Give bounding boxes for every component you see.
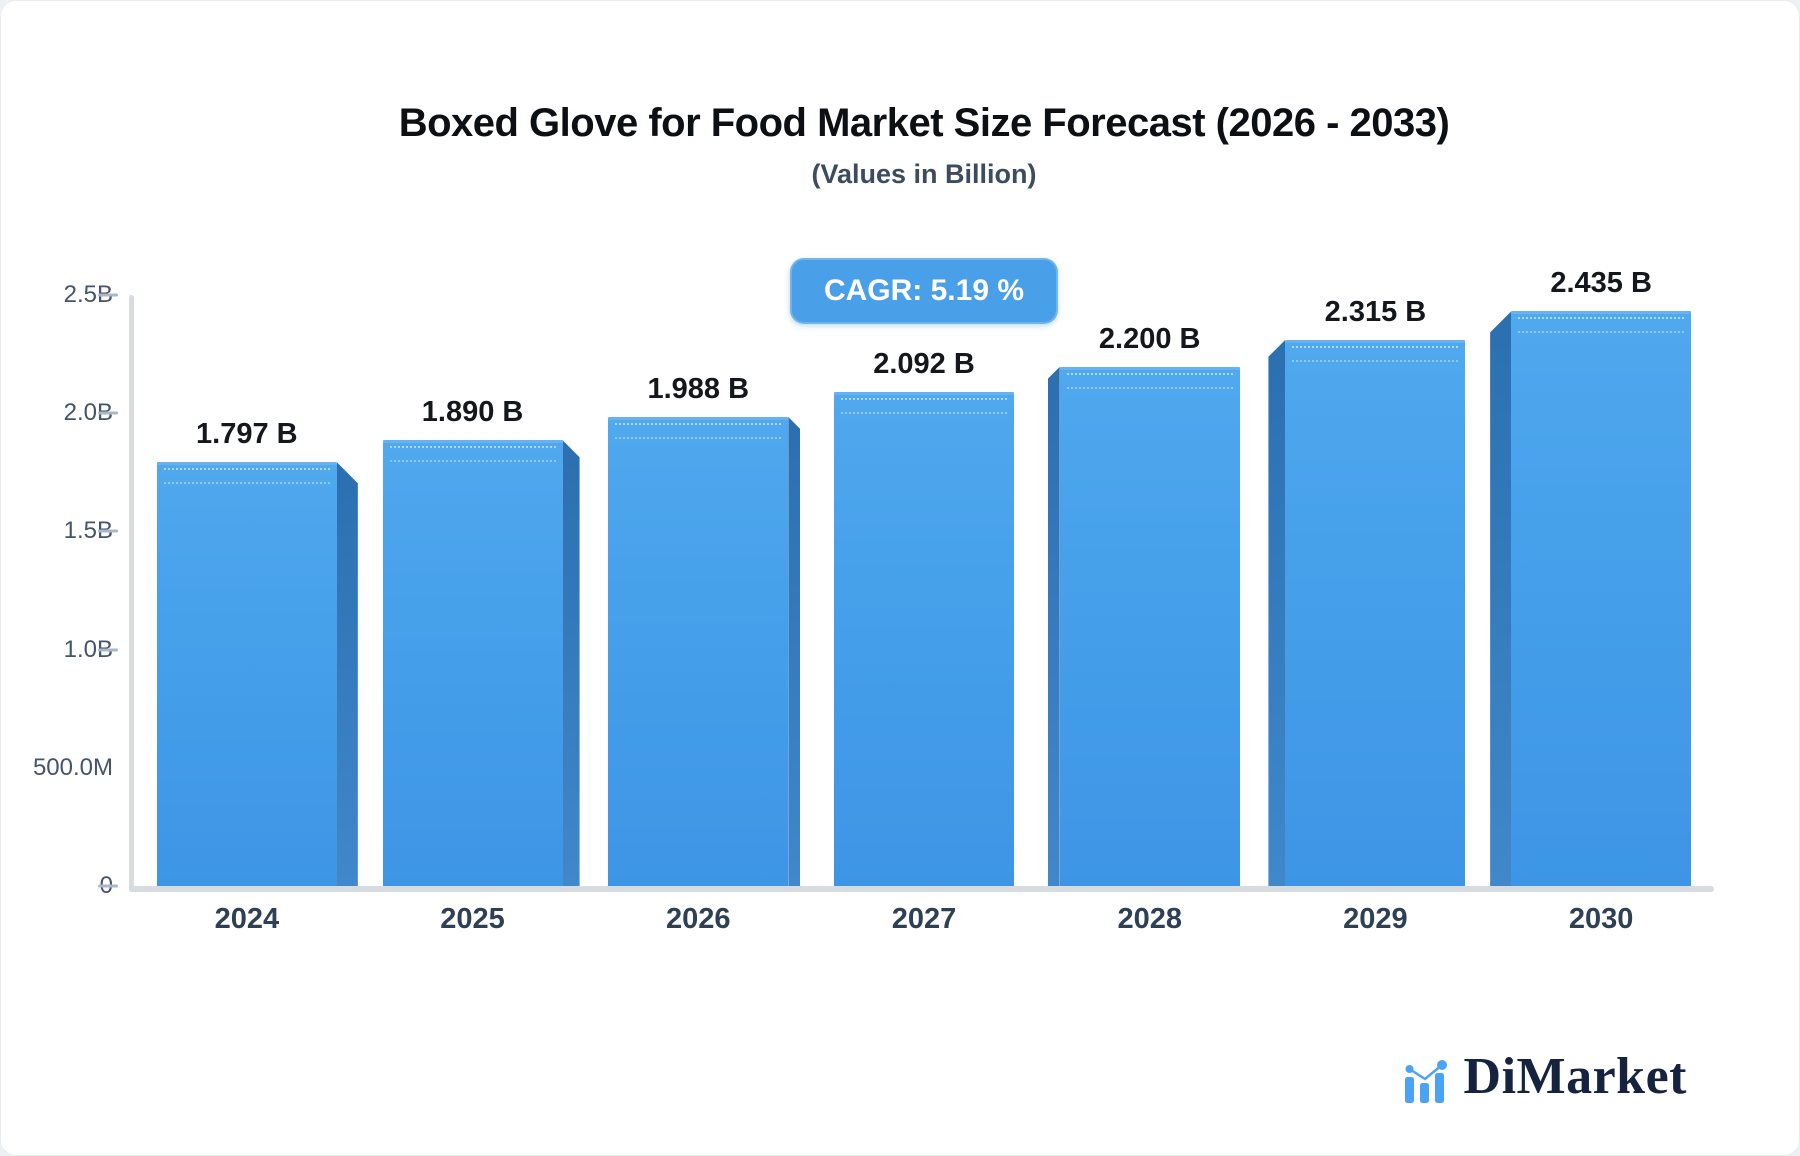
bar-2027[interactable]: 2.092 B bbox=[834, 348, 1014, 887]
bar-face-2026[interactable] bbox=[608, 417, 789, 887]
y-axis-tick-label: 500.0M bbox=[32, 753, 113, 781]
bar-side-3d bbox=[336, 462, 358, 887]
bar-2025[interactable]: 1.890 B bbox=[382, 396, 580, 887]
bar-side-3d bbox=[1490, 311, 1512, 887]
bar-texture bbox=[1292, 345, 1459, 362]
bar-side-3d bbox=[788, 417, 801, 887]
bar-value-label: 1.988 B bbox=[647, 373, 750, 406]
page-subtitle: (Values in Billion) bbox=[811, 159, 1037, 189]
y-axis-tick-label: 2.0B bbox=[63, 399, 113, 427]
x-axis-label: 2029 bbox=[1343, 903, 1408, 935]
x-axis-label: 2027 bbox=[891, 903, 957, 935]
x-axis-label: 2024 bbox=[214, 903, 280, 935]
chart-header: Boxed Glove for Food Market Size Forecas… bbox=[131, 99, 1717, 190]
y-axis-tick bbox=[98, 884, 118, 888]
bar-value-label: 1.797 B bbox=[196, 418, 298, 451]
cagr-badge-label: CAGR: 5.19 % bbox=[823, 274, 1025, 307]
bar-face-2030[interactable] bbox=[1511, 311, 1692, 887]
x-axis-label: 2028 bbox=[1117, 903, 1182, 935]
bar-face-2025[interactable] bbox=[382, 440, 563, 887]
y-axis-tick bbox=[98, 411, 118, 415]
bar-side-3d bbox=[1047, 366, 1060, 887]
bar-texture bbox=[615, 423, 782, 440]
bar-side-3d bbox=[1268, 339, 1286, 887]
bar-texture bbox=[389, 446, 556, 463]
y-axis-tick-label: 1.5B bbox=[63, 517, 113, 545]
bar-value-label: 2.092 B bbox=[873, 348, 975, 381]
bar-texture bbox=[1518, 317, 1685, 334]
bar-value-label: 2.315 B bbox=[1324, 295, 1427, 328]
bar-side-3d bbox=[562, 440, 580, 887]
bar-2026[interactable]: 1.988 B bbox=[608, 373, 801, 887]
x-axis-label: 2026 bbox=[666, 903, 731, 935]
bar-face-2024[interactable] bbox=[156, 462, 337, 887]
x-axis-label: 2025 bbox=[440, 903, 505, 935]
y-axis-line bbox=[129, 295, 134, 892]
dimarket-logo-icon bbox=[1404, 1060, 1447, 1103]
bar-2028[interactable]: 2.200 B bbox=[1047, 323, 1240, 887]
bar-2029[interactable]: 2.315 B bbox=[1268, 296, 1466, 887]
bar-value-label: 2.200 B bbox=[1098, 322, 1201, 355]
bar-face-2027[interactable] bbox=[834, 392, 1014, 887]
bar-texture bbox=[1066, 372, 1233, 389]
page-title: Boxed Glove for Food Market Size Forecas… bbox=[398, 101, 1450, 145]
bar-2024[interactable]: 1.797 B bbox=[156, 418, 358, 887]
bar-value-label: 2.435 B bbox=[1550, 267, 1652, 300]
bar-face-2028[interactable] bbox=[1059, 366, 1240, 887]
bar-texture bbox=[841, 398, 1007, 415]
brand-logo: DiMarket bbox=[1402, 1051, 1687, 1103]
bar-face-2029[interactable] bbox=[1285, 339, 1466, 887]
y-axis-tick-label: 2.5B bbox=[63, 281, 113, 308]
x-axis-line bbox=[129, 886, 1714, 892]
bar-value-label: 1.890 B bbox=[421, 396, 524, 429]
cagr-badge: CAGR: 5.19 % bbox=[789, 258, 1059, 324]
bar-2030[interactable]: 2.435 B bbox=[1490, 267, 1692, 887]
brand-name: DiMarket bbox=[1463, 1048, 1687, 1105]
bar-texture bbox=[163, 468, 330, 485]
x-axis-label: 2030 bbox=[1568, 903, 1634, 935]
y-axis-tick bbox=[98, 293, 118, 297]
y-axis-tick bbox=[98, 529, 118, 533]
y-axis-tick-label: 1.0B bbox=[63, 635, 113, 663]
y-axis-tick-label: 0 bbox=[1, 872, 113, 900]
y-axis-tick bbox=[98, 648, 118, 652]
